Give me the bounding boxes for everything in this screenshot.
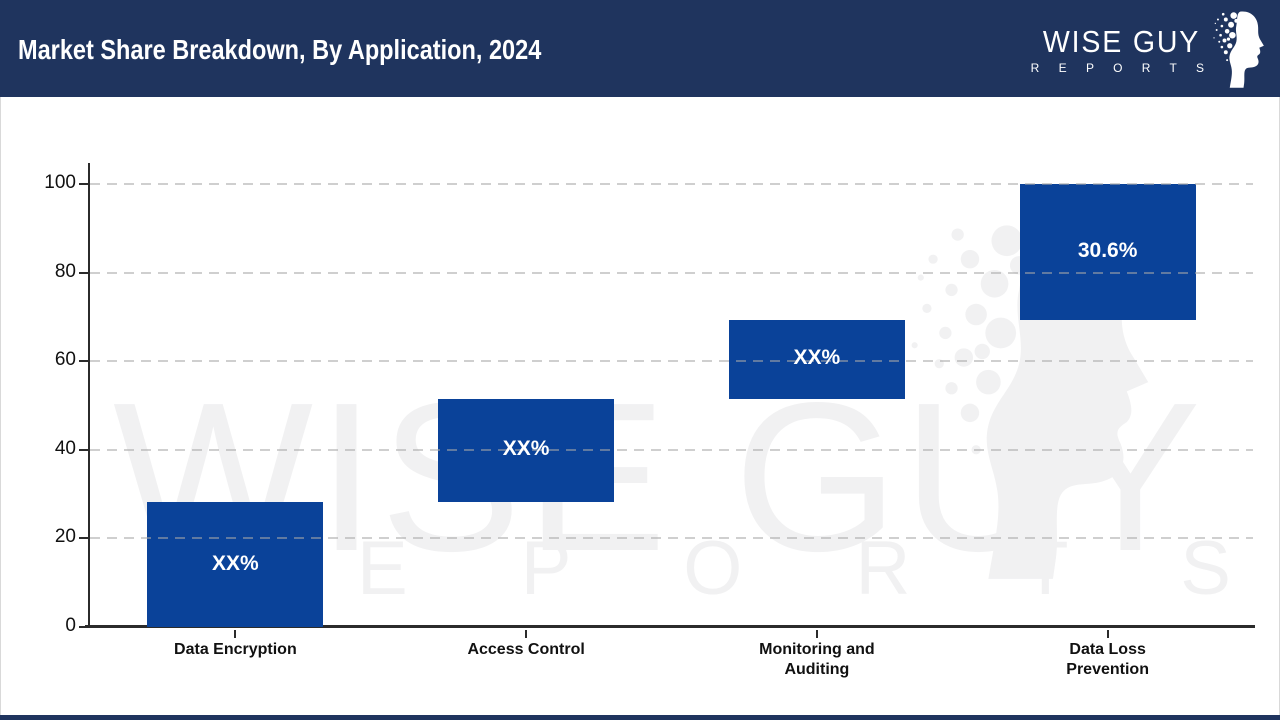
- x-category-label-access-control: Access Control: [467, 641, 585, 658]
- y-tick-mark-80: [79, 271, 90, 274]
- y-tick-mark-0: [79, 626, 90, 628]
- gridline-40: [90, 448, 1253, 451]
- bar-value-label-data-loss-prevention: 30.6%: [1077, 238, 1138, 262]
- brand-subtitle: R E P O R T S: [1030, 60, 1212, 75]
- y-tick-label-40: 40: [54, 437, 76, 459]
- bar-value-label-monitoring-and-auditing: XX%: [793, 346, 841, 370]
- y-tick-mark-100: [79, 183, 90, 185]
- page-title: Market Share Breakdown, By Application, …: [18, 34, 542, 65]
- y-tick-mark-60: [79, 360, 90, 363]
- y-tick-label-0: 0: [65, 615, 76, 636]
- brand-logo-text: WISE GUY R E P O R T S: [1031, 24, 1212, 75]
- gridline-100: [90, 183, 1253, 185]
- y-tick-label-80: 80: [54, 260, 76, 282]
- y-tick-mark-40: [79, 448, 90, 451]
- y-tick-label-100: 100: [44, 172, 76, 193]
- header-bar: Market Share Breakdown, By Application, …: [0, 0, 1280, 97]
- bottom-accent-strip: [0, 715, 1280, 720]
- bar-value-label-data-encryption: XX%: [212, 551, 259, 575]
- x-axis-line: [85, 625, 1255, 628]
- x-tick-mark-data-encryption: [234, 630, 237, 638]
- brand-logo: WISE GUY R E P O R T S: [1031, 6, 1268, 92]
- y-axis-line: [88, 163, 90, 628]
- gridline-20: [90, 537, 1253, 540]
- gridline-60: [90, 360, 1253, 363]
- bar-value-label-access-control: XX%: [502, 437, 550, 461]
- bar-data-encryption: [147, 502, 324, 627]
- x-category-label-data-loss-prevention: Data Loss Prevention: [1066, 641, 1149, 678]
- y-tick-label-60: 60: [54, 349, 76, 371]
- bar-monitoring-and-auditing: [728, 319, 905, 399]
- dotted-head-logo-icon: [1213, 11, 1264, 88]
- x-tick-mark-access-control: [525, 630, 528, 638]
- gridline-80: [90, 271, 1253, 274]
- x-tick-mark-data-loss-prevention: [1106, 630, 1109, 638]
- brand-name: WISE GUY: [1042, 23, 1200, 59]
- x-tick-mark-monitoring-and-auditing: [815, 630, 818, 638]
- x-category-label-monitoring-and-auditing: Monitoring and Auditing: [759, 641, 875, 678]
- y-tick-mark-20: [79, 537, 90, 540]
- y-tick-label-20: 20: [54, 526, 76, 548]
- x-category-label-data-encryption: Data Encryption: [174, 641, 297, 658]
